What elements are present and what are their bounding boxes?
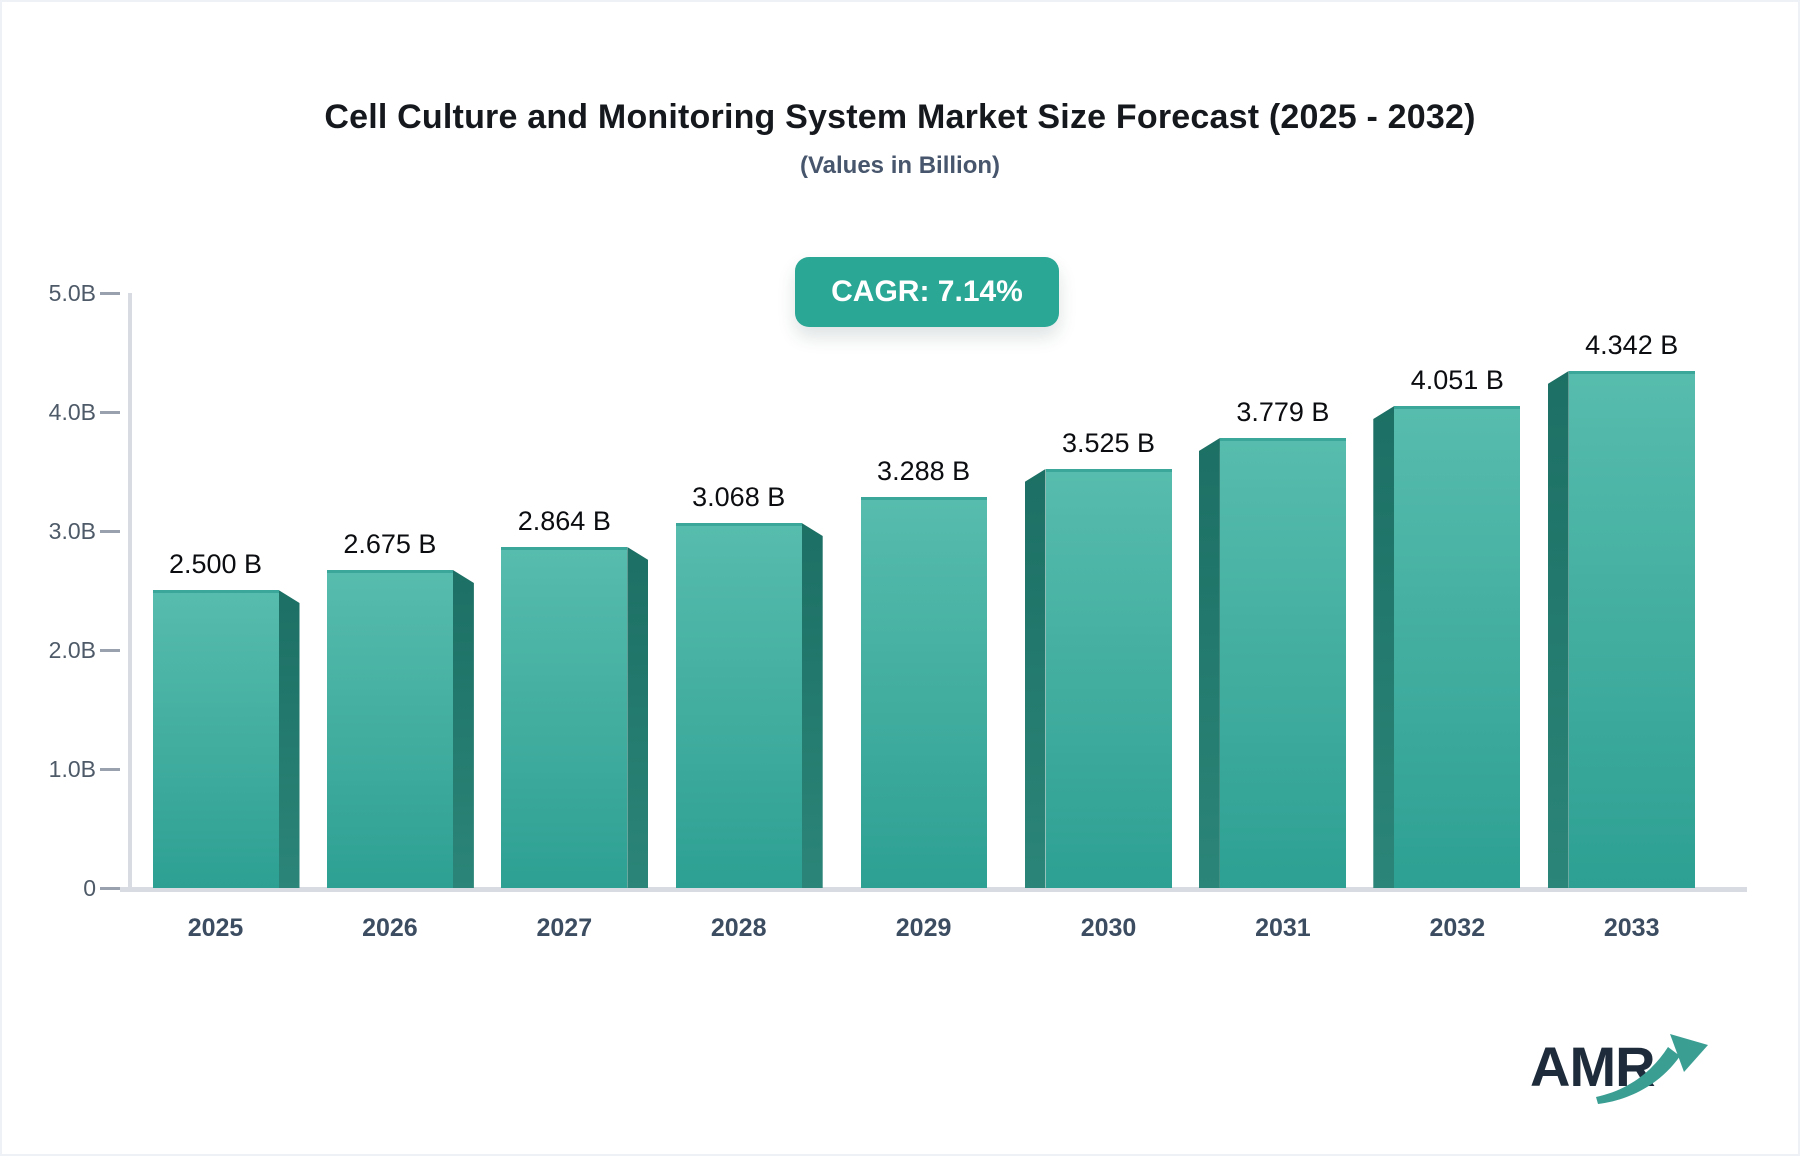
y-axis-tick-label: 4.0B (48, 399, 96, 425)
bar-face (860, 497, 987, 888)
bar-side-face (1373, 406, 1395, 888)
bar-side-face (1198, 438, 1220, 888)
bar-side-face (1547, 371, 1569, 888)
bar-value-label: 3.525 B (1061, 428, 1156, 458)
y-axis-tick (100, 530, 120, 533)
bar-face (1568, 371, 1695, 888)
x-axis-year-label: 2030 (1080, 914, 1137, 942)
bar-value-label: 2.675 B (343, 529, 437, 559)
chart-title: Cell Culture and Monitoring System Marke… (324, 98, 1476, 136)
amr-logo: AMR (1530, 1032, 1710, 1112)
bar-side-face (452, 570, 474, 888)
bar-face (1045, 469, 1172, 888)
bar-value-label: 3.068 B (692, 482, 786, 512)
y-axis-tick-label: 1.0B (48, 756, 96, 782)
x-axis-year-label: 2025 (187, 914, 244, 942)
bar-side-face (801, 523, 823, 888)
y-axis-tick (100, 411, 120, 414)
bar-value-label: 2.500 B (168, 549, 263, 579)
bar-face (1219, 438, 1346, 888)
y-axis-tick-label: 5.0B (48, 280, 96, 306)
bar-face (152, 590, 279, 888)
y-axis-tick (100, 292, 120, 295)
x-axis-year-label: 2029 (895, 914, 952, 942)
bar-side-face (278, 590, 300, 888)
x-axis-baseline (120, 887, 1747, 892)
bar-value-label: 4.342 B (1585, 330, 1679, 360)
x-axis-year-label: 2026 (362, 914, 418, 942)
y-axis-line (128, 293, 132, 888)
bar-side-face (627, 547, 649, 888)
bar-face (326, 570, 453, 888)
y-axis-tick (100, 649, 120, 652)
bar-face (501, 547, 628, 888)
y-axis-tick (100, 768, 120, 771)
chart-subtitle: (Values in Billion) (799, 152, 1001, 179)
y-axis-tick-label: 2.0B (48, 637, 96, 663)
bar-side-face (1024, 469, 1046, 888)
bar-face (675, 523, 802, 888)
bar-value-label: 3.779 B (1236, 397, 1330, 427)
x-axis-year-label: 2027 (536, 914, 593, 942)
growth-arrow-icon (1592, 1032, 1710, 1115)
cagr-badge: CAGR: 7.14% (795, 257, 1059, 327)
y-axis-tick-label: 0 (83, 875, 96, 901)
y-axis-tick-label: 3.0B (48, 518, 96, 544)
bar-value-label: 3.288 B (877, 456, 971, 486)
bar-value-label: 2.864 B (517, 506, 611, 536)
x-axis-year-label: 2033 (1603, 914, 1660, 942)
bar-face (1394, 406, 1521, 888)
bar-value-label: 4.051 B (1410, 365, 1504, 395)
x-axis-year-label: 2031 (1255, 914, 1311, 942)
cagr-badge-label: CAGR: 7.14% (831, 275, 1023, 308)
x-axis-year-label: 2032 (1429, 914, 1486, 942)
x-axis-year-label: 2028 (710, 914, 767, 942)
y-axis-tick (100, 887, 120, 890)
